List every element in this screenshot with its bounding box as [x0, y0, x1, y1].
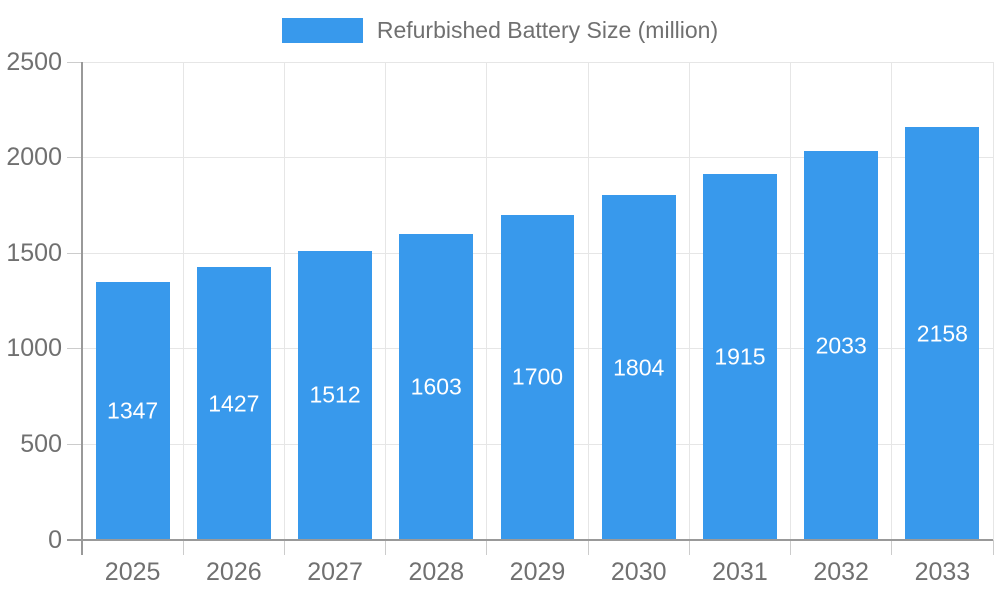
y-axis-tick-label: 0: [48, 525, 62, 554]
bar-2027: [298, 250, 372, 540]
y-axis-tick-label: 1000: [6, 334, 62, 363]
x-axis-line: [67, 539, 993, 541]
y-axis-tick-label: 2000: [6, 143, 62, 172]
legend-swatch[interactable]: [281, 17, 363, 43]
y-axis-tick-label: 500: [20, 429, 62, 458]
bar-value-label: 1915: [714, 343, 766, 370]
bar-value-label: 2158: [916, 320, 968, 347]
x-axis-tick: [587, 540, 589, 555]
bar-value-label: 1427: [208, 390, 260, 417]
x-axis-tick: [385, 540, 387, 555]
bar-value-label: 1347: [107, 397, 159, 424]
x-axis-tick-label: 2029: [509, 558, 566, 586]
x-axis-tick-label: 2028: [408, 558, 465, 586]
bar-2025: [95, 282, 170, 540]
y-axis-tick: [67, 61, 82, 63]
y-axis-tick: [67, 157, 82, 159]
v-gridline: [891, 62, 893, 540]
bar-value-label: 1700: [511, 363, 564, 390]
y-axis-line: [81, 62, 83, 555]
v-gridline: [486, 62, 488, 540]
bar-value-label: 1603: [410, 373, 462, 400]
legend: Refurbished Battery Size (million): [0, 14, 1000, 46]
y-axis-tick: [67, 252, 82, 254]
h-gridline: [82, 61, 993, 63]
v-gridline: [992, 62, 994, 540]
h-gridline: [82, 157, 993, 159]
x-axis-tick-label: 2031: [712, 558, 768, 586]
x-axis-tick: [182, 540, 184, 555]
legend-label[interactable]: Refurbished Battery Size (million): [376, 16, 719, 43]
bar-value-label: 1804: [613, 354, 665, 381]
y-axis-tick-label: 2500: [6, 47, 62, 76]
x-axis-tick: [891, 540, 893, 555]
v-gridline: [790, 62, 792, 540]
x-axis-tick: [688, 540, 690, 555]
bar-2032: [804, 151, 879, 540]
bar-2029: [500, 214, 575, 540]
x-axis-tick: [790, 540, 792, 555]
v-gridline: [283, 62, 285, 540]
x-axis-tick-label: 2027: [307, 558, 363, 586]
v-gridline: [182, 62, 184, 540]
bar-2028: [399, 233, 474, 540]
bar-2033: [905, 127, 980, 540]
y-axis-tick-label: 1500: [6, 238, 62, 267]
bar-value-label: 1512: [309, 381, 361, 408]
v-gridline: [587, 62, 589, 540]
x-axis-tick: [283, 540, 285, 555]
x-axis-tick-label: 2032: [813, 558, 869, 586]
y-axis-tick: [67, 348, 82, 350]
x-axis-tick: [992, 540, 994, 555]
bar-2030: [601, 195, 676, 540]
x-axis-tick-label: 2025: [104, 558, 161, 586]
x-axis-tick-label: 2026: [206, 558, 262, 586]
v-gridline: [385, 62, 387, 540]
x-axis-tick: [486, 540, 488, 555]
y-axis-tick: [67, 443, 82, 445]
x-axis-tick-label: 2033: [914, 558, 971, 586]
bar-2026: [196, 267, 271, 540]
bar-2031: [702, 173, 777, 540]
bar-value-label: 2033: [815, 332, 867, 359]
x-axis-tick-label: 2030: [610, 558, 667, 586]
v-gridline: [688, 62, 690, 540]
